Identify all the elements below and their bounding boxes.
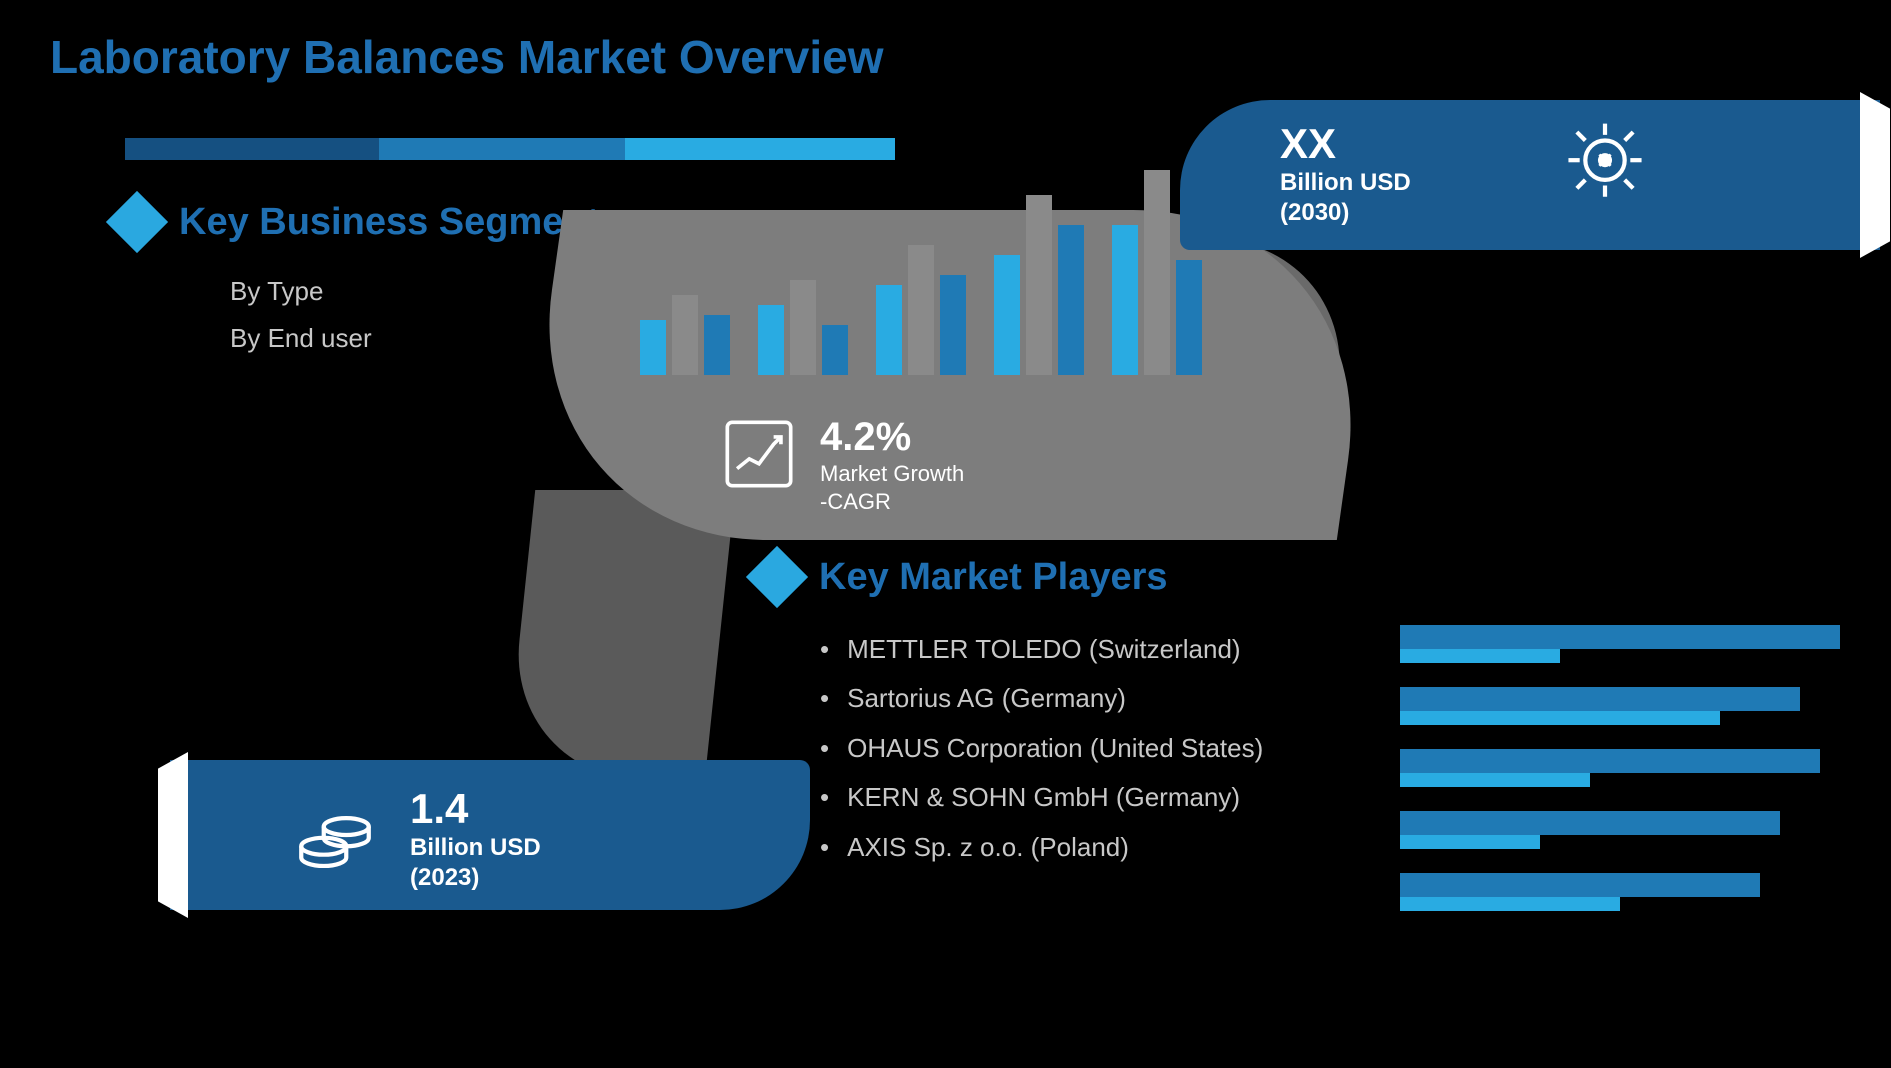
mini-bar-row	[1400, 749, 1850, 783]
mini-bar-row	[1400, 873, 1850, 907]
metric-cagr-label1: Market Growth	[820, 460, 964, 488]
segments-heading: Key Business Segments	[179, 201, 620, 244]
lightbulb-icon	[1560, 118, 1650, 213]
bar	[1026, 195, 1052, 375]
mini-bar-fg	[1400, 773, 1590, 787]
player-item: OHAUS Corporation (United States)	[820, 724, 1263, 773]
metric-2030: XX Billion USD (2030)	[1280, 120, 1411, 228]
mini-bar-row	[1400, 687, 1850, 721]
center-bar-chart	[640, 175, 1100, 375]
bar	[876, 285, 902, 375]
bar	[1144, 170, 1170, 375]
segment-item: By Type	[230, 268, 372, 315]
mini-bar-fg	[1400, 835, 1540, 849]
metric-2023: 1.4 Billion USD (2023)	[410, 785, 541, 893]
mini-bar-bg	[1400, 811, 1780, 835]
metric-2023-value: 1.4	[410, 785, 541, 833]
bar-group	[994, 195, 1084, 375]
bar	[758, 305, 784, 375]
bar-group	[1112, 170, 1202, 375]
bar	[908, 245, 934, 375]
mini-bar-fg	[1400, 897, 1620, 911]
segment-item: By End user	[230, 315, 372, 362]
bar	[822, 325, 848, 375]
tri-seg-3	[625, 138, 895, 160]
bar-group	[640, 295, 730, 375]
growth-chart-icon	[720, 415, 798, 498]
ribbon-connector	[505, 490, 735, 780]
player-item: AXIS Sp. z o.o. (Poland)	[820, 823, 1263, 872]
metric-2030-value: XX	[1280, 120, 1411, 168]
metric-2030-unit: Billion USD	[1280, 168, 1411, 198]
tri-color-bar	[125, 138, 895, 160]
tri-seg-2	[379, 138, 625, 160]
segments-list: By Type By End user	[230, 268, 372, 362]
tri-seg-1	[125, 138, 379, 160]
bar	[1058, 225, 1084, 375]
bar	[994, 255, 1020, 375]
bar	[704, 315, 730, 375]
bar	[640, 320, 666, 375]
players-list: METTLER TOLEDO (Switzerland) Sartorius A…	[820, 625, 1263, 872]
metric-cagr: 4.2% Market Growth -CAGR	[820, 415, 964, 515]
bar	[672, 295, 698, 375]
diamond-bullet-icon	[746, 546, 808, 608]
bar-group	[758, 280, 848, 375]
bar	[1112, 225, 1138, 375]
mini-bar-bg	[1400, 687, 1800, 711]
mini-bar-row	[1400, 811, 1850, 845]
mini-bar-bg	[1400, 749, 1820, 773]
metric-cagr-label2: -CAGR	[820, 488, 964, 516]
player-item: KERN & SOHN GmbH (Germany)	[820, 773, 1263, 822]
mini-bar-fg	[1400, 649, 1560, 663]
player-item: Sartorius AG (Germany)	[820, 674, 1263, 723]
segments-heading-row: Key Business Segments	[115, 200, 620, 244]
metric-2023-year: (2023)	[410, 863, 541, 893]
players-heading-row: Key Market Players	[755, 555, 1168, 599]
diamond-bullet-icon	[106, 191, 168, 253]
bar	[790, 280, 816, 375]
mini-bar-fg	[1400, 711, 1720, 725]
mini-bar-bg	[1400, 625, 1840, 649]
bar	[940, 275, 966, 375]
players-heading: Key Market Players	[819, 556, 1168, 599]
page-title: Laboratory Balances Market Overview	[50, 30, 883, 84]
bar	[1176, 260, 1202, 375]
mini-horizontal-bars	[1400, 625, 1850, 907]
metric-cagr-value: 4.2%	[820, 415, 964, 460]
coins-icon	[290, 790, 380, 885]
player-item: METTLER TOLEDO (Switzerland)	[820, 625, 1263, 674]
metric-2030-year: (2030)	[1280, 198, 1411, 228]
metric-2023-unit: Billion USD	[410, 833, 541, 863]
mini-bar-bg	[1400, 873, 1760, 897]
bar-group	[876, 245, 966, 375]
mini-bar-row	[1400, 625, 1850, 659]
